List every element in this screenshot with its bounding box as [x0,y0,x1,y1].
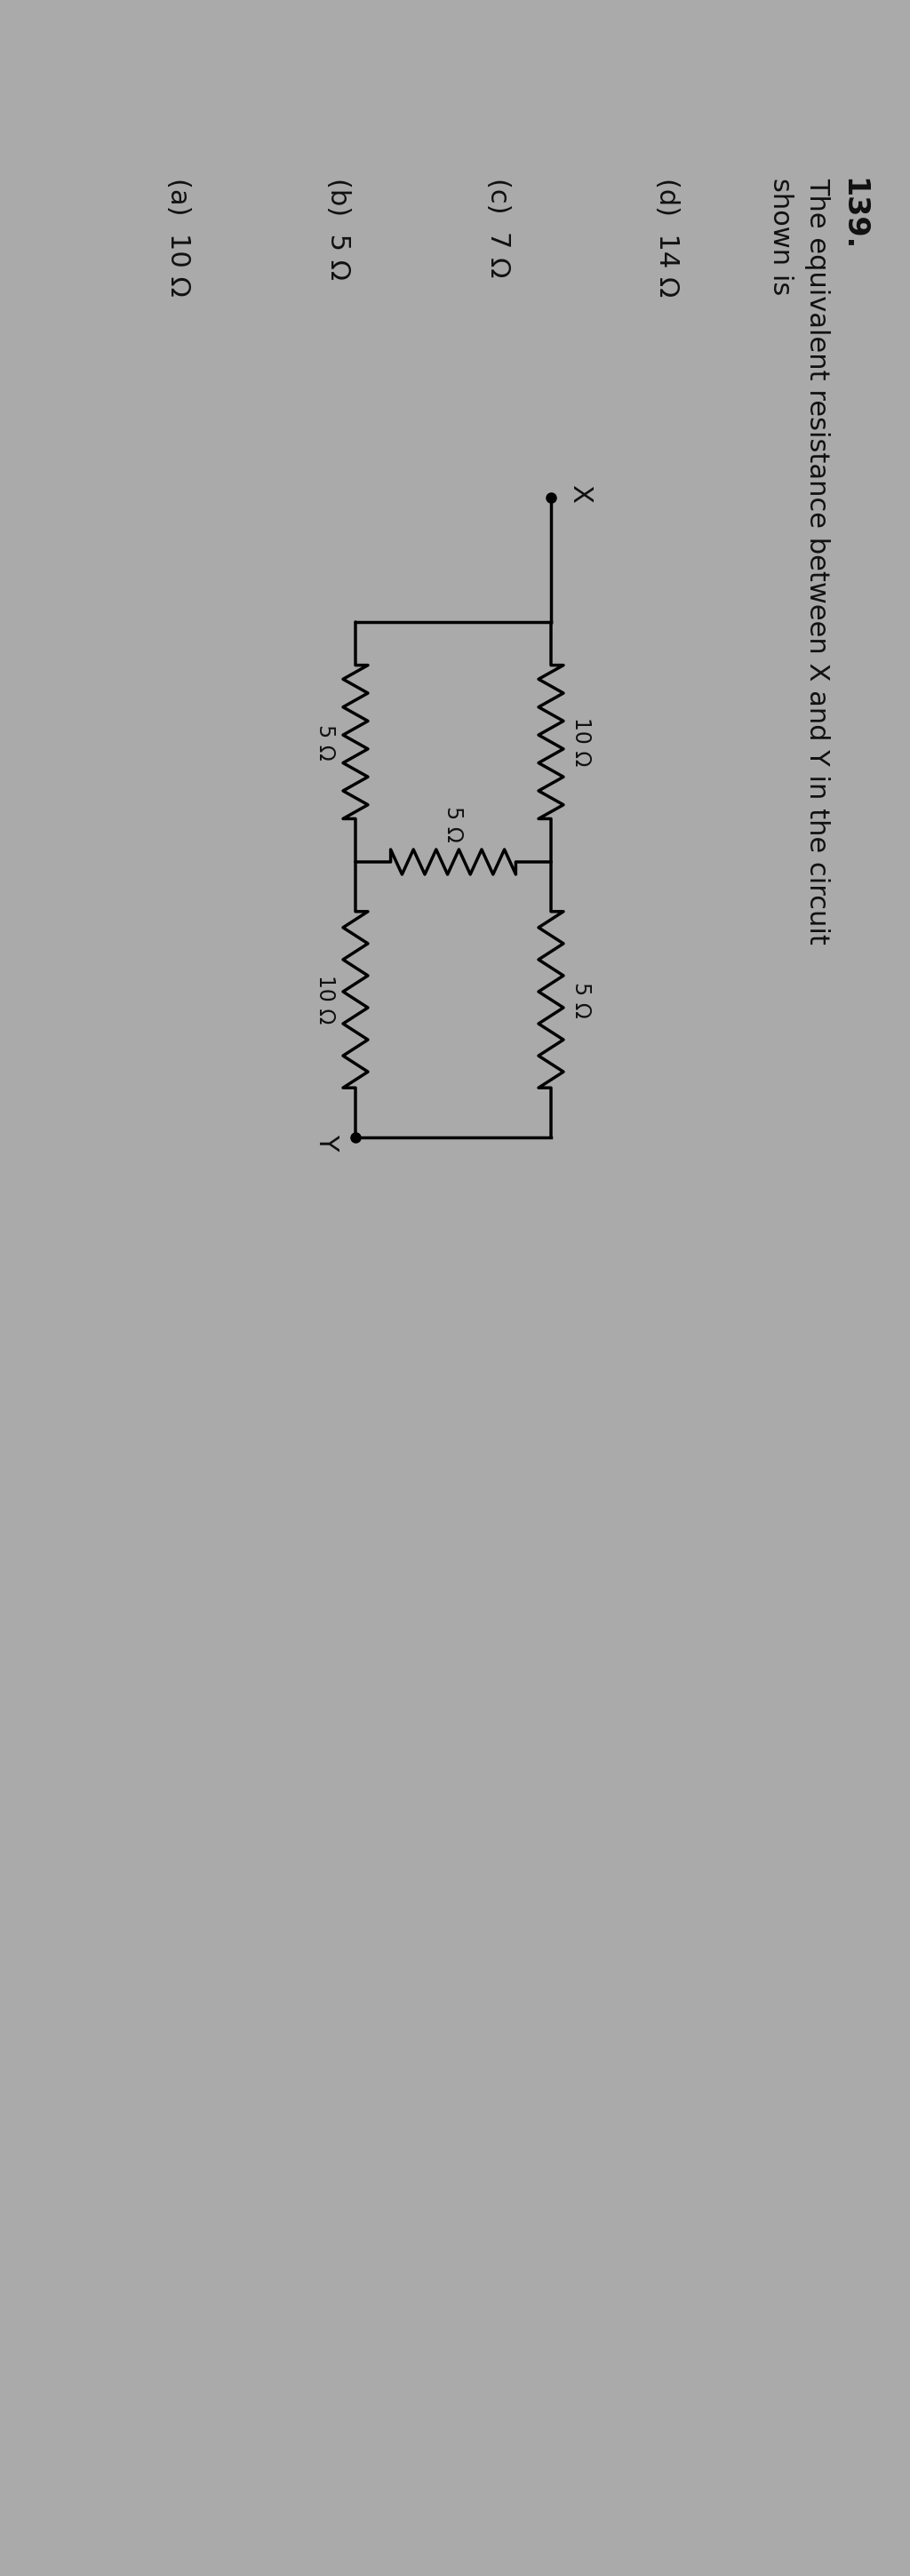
Text: X: X [567,484,592,502]
Text: 5 Ω: 5 Ω [571,981,592,1018]
Text: 5 Ω: 5 Ω [442,806,464,842]
Text: (c)  7 Ω: (c) 7 Ω [485,178,511,278]
Text: (d)  14 Ω: (d) 14 Ω [653,178,680,296]
Text: 10 Ω: 10 Ω [315,976,336,1025]
Text: The equivalent resistance between X and Y in the circuit: The equivalent resistance between X and … [804,178,831,945]
Text: shown is: shown is [767,178,794,296]
Text: (a)  10 Ω: (a) 10 Ω [165,178,190,296]
Text: 5 Ω: 5 Ω [315,724,336,760]
Text: 139.: 139. [838,178,868,250]
Text: 10 Ω: 10 Ω [571,716,592,768]
Text: (b)  5 Ω: (b) 5 Ω [325,178,350,281]
Text: Y: Y [314,1133,339,1149]
